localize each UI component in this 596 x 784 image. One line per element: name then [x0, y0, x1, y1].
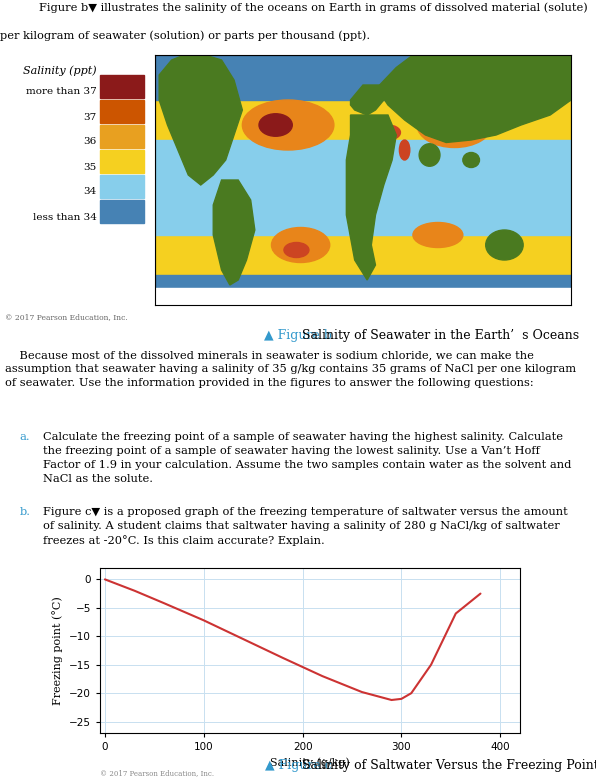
Bar: [155, 275, 571, 305]
Polygon shape: [346, 115, 396, 280]
Text: per kilogram of seawater (solution) or parts per thousand (ppt).: per kilogram of seawater (solution) or p…: [0, 31, 370, 42]
Text: Salinity of Saltwater Versus the Freezing Point of Seawater: Salinity of Saltwater Versus the Freezin…: [298, 760, 596, 772]
Polygon shape: [350, 85, 384, 115]
Ellipse shape: [259, 114, 292, 136]
Bar: [155, 288, 571, 305]
Ellipse shape: [463, 153, 479, 168]
Text: a.: a.: [20, 432, 30, 442]
Text: ▲ Figure c: ▲ Figure c: [265, 760, 331, 772]
Text: Because most of the dissolved minerals in seawater is sodium chloride, we can ma: Because most of the dissolved minerals i…: [5, 350, 576, 388]
Bar: [100, 200, 144, 223]
Bar: [100, 75, 144, 97]
Bar: [155, 55, 571, 100]
Text: 35: 35: [83, 162, 97, 172]
Text: © 2017 Pearson Education, Inc.: © 2017 Pearson Education, Inc.: [100, 769, 214, 777]
Bar: [100, 175, 144, 198]
Bar: [100, 100, 144, 122]
Bar: [100, 150, 144, 172]
Ellipse shape: [375, 125, 401, 140]
Polygon shape: [380, 55, 571, 143]
Text: 36: 36: [83, 137, 97, 147]
Ellipse shape: [201, 65, 218, 75]
Text: b.: b.: [20, 507, 31, 517]
Text: less than 34: less than 34: [33, 212, 97, 222]
Text: Figure c▼ is a proposed graph of the freezing temperature of saltwater versus th: Figure c▼ is a proposed graph of the fre…: [44, 507, 568, 546]
Text: Calculate the freezing point of a sample of seawater having the highest salinity: Calculate the freezing point of a sample…: [44, 432, 572, 484]
Ellipse shape: [413, 223, 463, 248]
Ellipse shape: [243, 100, 334, 150]
Polygon shape: [159, 55, 243, 185]
Text: Figure b▼ illustrates the salinity of the oceans on Earth in grams of dissolved : Figure b▼ illustrates the salinity of th…: [39, 2, 588, 13]
Text: 34: 34: [83, 187, 97, 197]
Text: ▲ Figure b: ▲ Figure b: [264, 329, 332, 343]
Ellipse shape: [399, 140, 410, 160]
Ellipse shape: [486, 230, 523, 260]
Polygon shape: [213, 180, 255, 285]
Text: more than 37: more than 37: [26, 88, 97, 96]
Text: Salinity of Seawater in the Earth’  s Oceans: Salinity of Seawater in the Earth’ s Oce…: [298, 329, 579, 343]
Text: Salinity (ppt): Salinity (ppt): [23, 65, 97, 75]
Ellipse shape: [284, 242, 309, 257]
X-axis label: Salinity (g/kg): Salinity (g/kg): [270, 757, 350, 768]
Y-axis label: Freezing point (°C): Freezing point (°C): [52, 596, 63, 705]
Ellipse shape: [272, 227, 330, 263]
Ellipse shape: [417, 103, 492, 147]
Ellipse shape: [419, 143, 440, 166]
Ellipse shape: [205, 147, 222, 162]
Text: 37: 37: [83, 112, 97, 122]
Bar: [100, 125, 144, 147]
Text: © 2017 Pearson Education, Inc.: © 2017 Pearson Education, Inc.: [5, 313, 128, 321]
Bar: [155, 140, 571, 235]
